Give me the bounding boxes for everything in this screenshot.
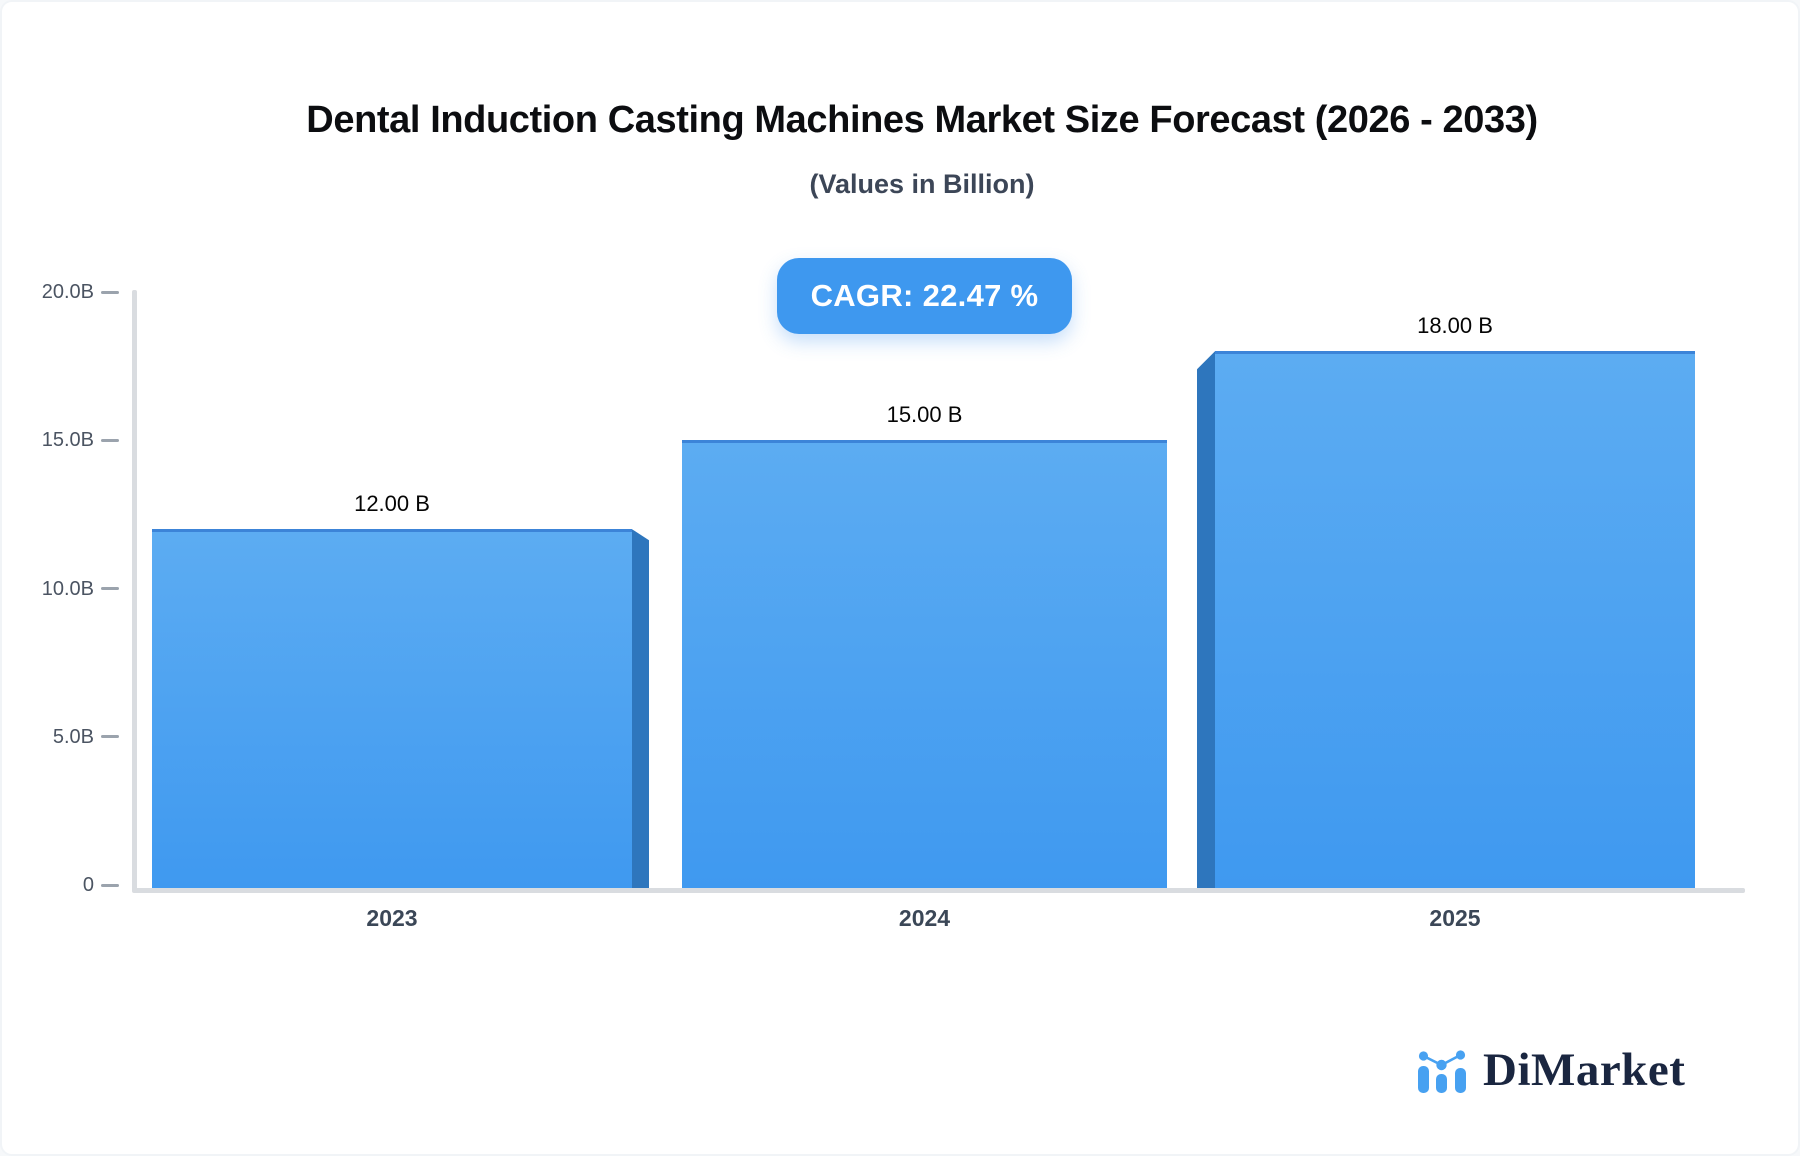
y-tick-label: 0 — [82, 874, 94, 896]
bar-side-face — [632, 529, 649, 888]
cagr-badge: CAGR: 22.47 % — [777, 258, 1072, 334]
bar — [152, 529, 632, 888]
chart-title: Dental Induction Casting Machines Market… — [306, 99, 1538, 141]
brand-logo-text: DiMarket — [1483, 1044, 1686, 1096]
y-tick-mark — [101, 587, 119, 590]
bar — [1215, 351, 1695, 888]
bar-chart-logo-icon — [1418, 1050, 1466, 1093]
bar-value-label: 18.00 B — [1417, 313, 1493, 339]
y-tick-mark — [101, 735, 119, 739]
y-tick-mark — [101, 883, 119, 887]
brand-logo: DiMarket — [1416, 1042, 1685, 1094]
x-axis-line — [132, 888, 1745, 893]
y-tick-mark — [101, 290, 119, 294]
y-tick-label: 5.0B — [52, 725, 94, 748]
x-axis-label: 2024 — [898, 905, 951, 931]
y-tick-label: 15.0B — [41, 429, 94, 452]
bar-value-label: 15.00 B — [886, 402, 963, 428]
bar-value-label: 12.00 B — [354, 491, 430, 517]
y-tick-mark — [101, 438, 119, 442]
x-axis-label: 2023 — [366, 905, 418, 931]
chart-subtitle: (Values in Billion) — [809, 169, 1035, 199]
bar — [682, 440, 1167, 889]
bar-side-face — [1197, 351, 1215, 888]
y-axis-line — [132, 290, 137, 891]
x-axis-label: 2025 — [1429, 905, 1481, 931]
y-tick-label: 10.0B — [41, 577, 94, 600]
y-tick-label: 20.0B — [41, 281, 94, 303]
